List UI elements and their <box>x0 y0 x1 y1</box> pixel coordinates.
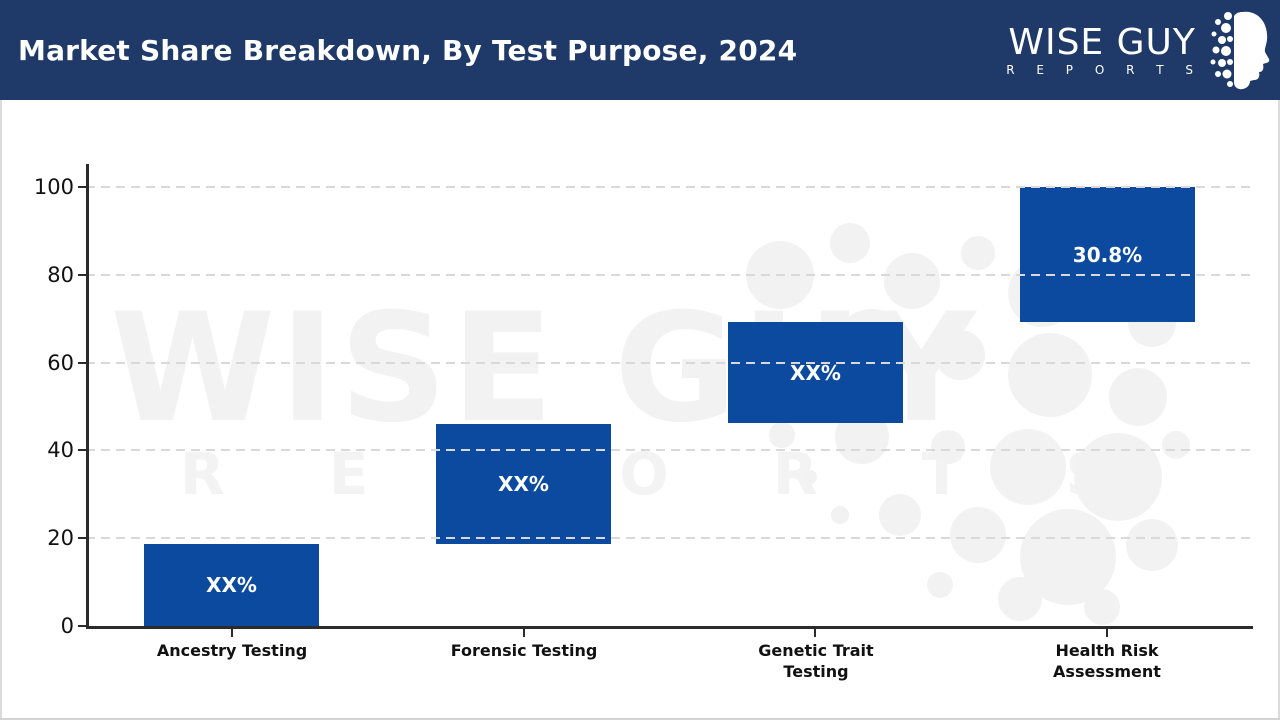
bar-value-label: XX% <box>498 472 549 496</box>
x-axis-label: Ancestry Testing <box>156 641 308 660</box>
x-tick <box>523 629 525 637</box>
y-tick-label: 80 <box>47 262 74 287</box>
x-axis-label: Health Risk Assessment <box>1053 641 1161 681</box>
y-tick <box>78 361 86 364</box>
page-border-bottom <box>0 718 1280 720</box>
x-axis-label: Forensic Testing <box>450 641 598 660</box>
x-tick <box>1106 629 1108 637</box>
bar-segment: 30.8% <box>1020 187 1195 322</box>
y-tick-label: 100 <box>33 175 74 199</box>
gridline-20 <box>86 537 1253 540</box>
gridline-100 <box>86 186 1253 188</box>
y-tick <box>78 625 86 627</box>
x-axis-line <box>86 626 1253 629</box>
y-tick-label: 20 <box>47 526 74 551</box>
bar-value-label: 30.8% <box>1072 242 1143 267</box>
page-title: Market Share Breakdown, By Test Purpose,… <box>18 33 798 67</box>
y-tick-label: 40 <box>47 438 74 463</box>
gridline-80 <box>86 273 1253 276</box>
bar-value-label: XX% <box>790 360 841 385</box>
y-tick-label: 0 <box>60 614 74 638</box>
brand-subname: R E P O R T S <box>1006 62 1202 77</box>
header: Market Share Breakdown, By Test Purpose,… <box>0 0 1280 100</box>
gridline-40 <box>86 449 1253 452</box>
y-tick <box>78 186 86 188</box>
y-tick <box>78 273 86 276</box>
brand-name: WISE GUY <box>1008 21 1196 63</box>
y-axis-line <box>86 164 89 629</box>
brand-logo-text: WISE GUY R E P O R T S <box>1002 21 1202 77</box>
page-border-left <box>0 100 2 720</box>
page-border-right <box>1278 100 1280 720</box>
bar-value-label: XX% <box>206 573 257 597</box>
y-tick <box>78 537 86 540</box>
x-tick <box>231 629 233 637</box>
gridline-60 <box>86 361 1253 364</box>
x-axis-label: Genetic Trait Testing <box>758 641 874 681</box>
brand-logo: WISE GUY R E P O R T S <box>1002 6 1280 94</box>
bar-segment: XX% <box>144 544 319 626</box>
x-tick <box>814 629 816 637</box>
bar-segment: XX% <box>728 322 903 423</box>
y-tick-label: 60 <box>47 350 74 375</box>
y-tick <box>78 449 86 452</box>
brand-face-icon <box>1208 6 1270 94</box>
bar-segment: XX% <box>436 424 611 544</box>
